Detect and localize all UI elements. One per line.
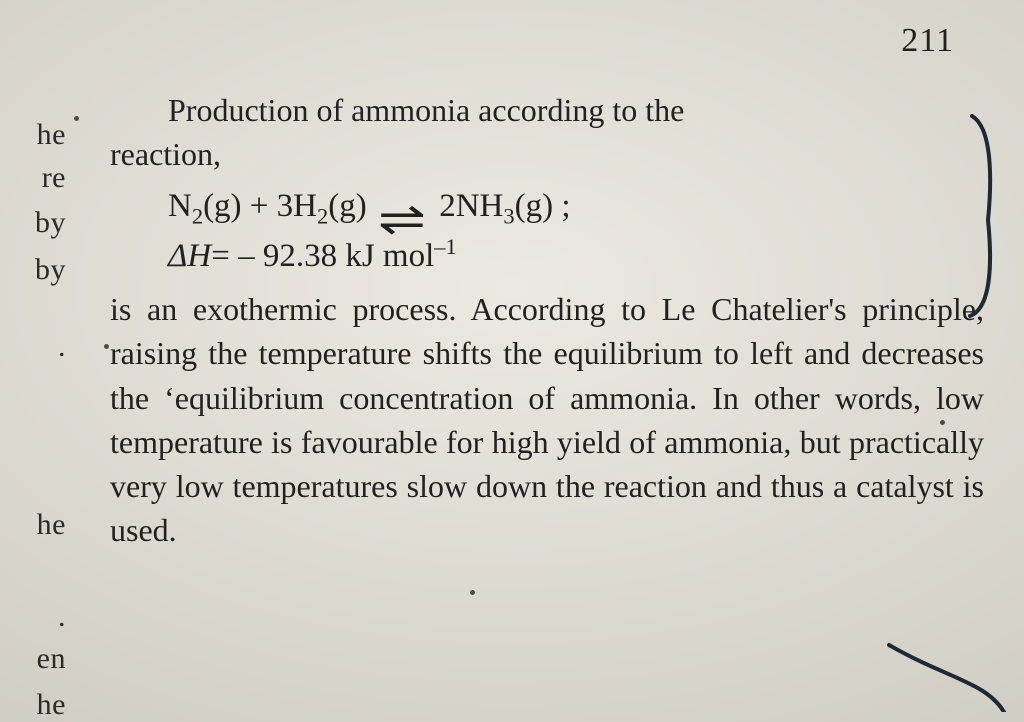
left-gutter: he re by by. he. en he bbox=[0, 0, 80, 722]
paper-speck bbox=[470, 590, 475, 595]
product-nh3: 2NH3(g) bbox=[439, 188, 553, 224]
intro-line-2: reaction, bbox=[110, 132, 984, 176]
arc-path bbox=[889, 645, 1004, 712]
gutter-fragment: . bbox=[58, 600, 66, 634]
paper-speck bbox=[74, 116, 79, 121]
gutter-fragment: by bbox=[35, 253, 66, 287]
gutter-fragment: en bbox=[37, 642, 66, 676]
intro-line-1: Production of ammonia according to the bbox=[168, 92, 684, 128]
gutter-fragment: he bbox=[37, 118, 66, 152]
delta-symbol: Δ bbox=[168, 238, 187, 274]
enthalpy-line: ΔH= – 92.38 kJ mol–1 bbox=[168, 232, 984, 282]
paper-speck bbox=[940, 420, 945, 425]
gutter-fragment: he bbox=[37, 688, 66, 722]
paper-speck bbox=[104, 344, 109, 349]
gutter-fragment: re bbox=[42, 161, 66, 195]
gutter-fragment: he bbox=[37, 508, 66, 542]
equation-tail: ; bbox=[553, 188, 570, 224]
body-paragraph: is an exothermic process. According to L… bbox=[110, 287, 984, 552]
intro-paragraph: Production of ammonia according to the bbox=[110, 88, 984, 132]
page-number: 211 bbox=[30, 22, 984, 60]
reaction-equation: N2(g) + 3H2(g) 2NH3(g) ; bbox=[168, 182, 984, 232]
content-block: Production of ammonia according to the r… bbox=[110, 88, 984, 552]
plus-sign: + bbox=[242, 188, 277, 224]
handwritten-arc-annotation bbox=[886, 642, 1006, 712]
equilibrium-arrows-icon bbox=[378, 196, 428, 218]
textbook-page: he re by by. he. en he 211 Production of ammon… bbox=[0, 0, 1024, 722]
gutter-fragment: . bbox=[58, 330, 66, 364]
reactant-n2: N2(g) bbox=[168, 188, 242, 224]
equation-block: N2(g) + 3H2(g) 2NH3(g) ; ΔH= – 92.38 kJ … bbox=[168, 182, 984, 281]
reactant-h2: 3H2(g) bbox=[277, 188, 367, 224]
gutter-fragment: by bbox=[35, 206, 66, 240]
